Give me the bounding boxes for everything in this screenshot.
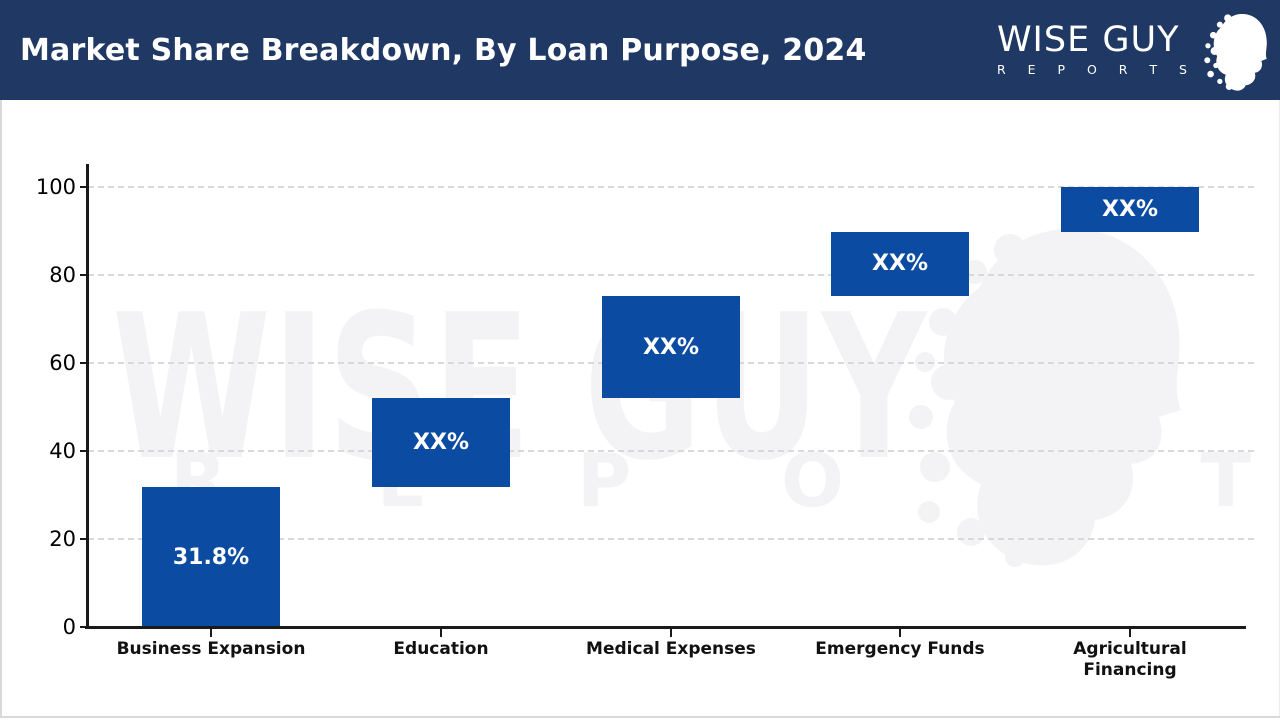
x-tick-mark-0 [210,629,212,637]
page-title: Market Share Breakdown, By Loan Purpose,… [20,32,867,68]
brand-logo-name: WISE GUY [996,20,1180,60]
brand-logo-tagline: R E P O R T S [996,61,1196,77]
x-category-label-4: Agricultural Financing [1073,639,1187,680]
y-tick-mark-60 [80,362,87,364]
x-tick-mark-2 [670,629,672,637]
y-tick-label-20: 20 [49,527,76,551]
bar-value-label-1: XX% [413,430,469,456]
x-tick-mark-3 [899,629,901,637]
x-category-label-3: Emergency Funds [815,639,985,659]
bar-value-label-2: XX% [643,334,699,360]
bar-segment-0: 31.8% [142,487,280,627]
bar-value-label-3: XX% [872,251,928,277]
y-tick-label-80: 80 [49,263,76,287]
page-border-bottom [0,716,1280,718]
gridline-80 [88,274,1254,276]
x-category-label-2: Medical Expenses [586,639,756,659]
y-tick-label-0: 0 [62,615,76,639]
y-tick-mark-0 [80,626,87,628]
y-axis-line [86,164,89,628]
page-border-left [0,100,2,718]
bar-segment-1: XX% [372,398,510,488]
bar-value-label-0: 31.8% [172,544,250,570]
x-category-label-1: Education [393,639,489,659]
gridline-100 [88,186,1254,188]
x-tick-mark-4 [1129,629,1131,637]
x-tick-mark-1 [440,629,442,637]
bar-segment-3: XX% [831,231,969,297]
y-tick-mark-20 [80,538,87,540]
gridline-20 [88,538,1254,540]
x-category-label-0: Business Expansion [116,639,306,659]
header-banner: Market Share Breakdown, By Loan Purpose,… [0,0,1280,100]
bar-segment-4: XX% [1061,187,1199,232]
gridline-40 [88,450,1254,452]
y-tick-label-60: 60 [49,351,76,375]
x-axis-line [85,626,1246,629]
brand-logo-head-icon [1204,10,1270,96]
bar-segment-2: XX% [602,296,740,399]
y-tick-mark-100 [80,186,87,188]
y-tick-label-40: 40 [49,439,76,463]
brand-logo: WISE GUY R E P O R T S [997,8,1270,96]
y-tick-mark-40 [80,450,87,452]
y-tick-mark-80 [80,274,87,276]
y-tick-label-100: 100 [35,175,76,199]
bar-value-label-4: XX% [1102,196,1158,222]
